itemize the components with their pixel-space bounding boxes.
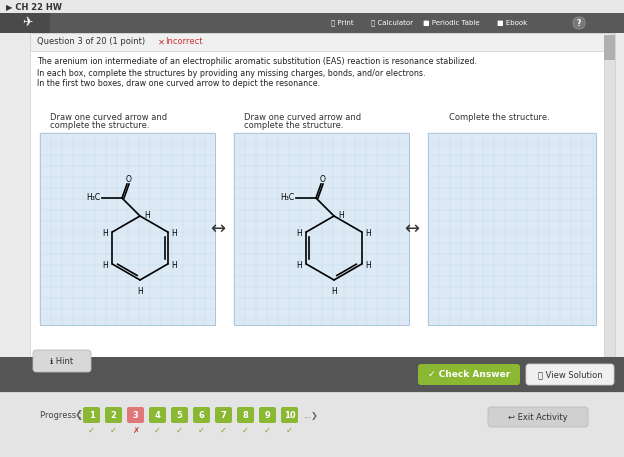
FancyBboxPatch shape [149,407,166,423]
Bar [0,13,50,33]
Text: ↔: ↔ [404,220,419,238]
Text: ✗: ✗ [132,425,139,435]
Bar [40,133,215,325]
FancyBboxPatch shape [193,407,210,423]
Text: H: H [296,260,302,270]
Text: complete the structure.: complete the structure. [244,122,343,131]
Text: 10: 10 [284,410,295,420]
Text: In each box, complete the structures by providing any missing charges, bonds, an: In each box, complete the structures by … [37,69,426,78]
Text: H: H [296,228,302,238]
Text: 9: 9 [265,410,270,420]
Text: 8: 8 [243,410,248,420]
FancyBboxPatch shape [127,407,144,423]
Text: H₃C: H₃C [86,193,100,202]
FancyBboxPatch shape [573,17,585,29]
FancyBboxPatch shape [215,407,232,423]
Text: ✓: ✓ [88,425,95,435]
FancyBboxPatch shape [526,364,614,385]
Text: H: H [137,287,143,296]
Text: Draw one curved arrow and: Draw one curved arrow and [50,112,167,122]
Text: O: O [126,175,132,184]
Text: complete the structure.: complete the structure. [50,122,150,131]
Bar [428,133,596,325]
Text: Draw one curved arrow and: Draw one curved arrow and [244,112,361,122]
Text: 2: 2 [110,410,117,420]
FancyBboxPatch shape [83,407,100,423]
FancyBboxPatch shape [33,350,91,372]
Text: 3: 3 [133,410,139,420]
Bar [0,13,624,33]
Text: ■ Ebook: ■ Ebook [497,20,527,26]
Text: ✓: ✓ [264,425,271,435]
Text: 5: 5 [177,410,182,420]
Text: ↩ Exit Activity: ↩ Exit Activity [508,413,568,421]
Text: ✓: ✓ [154,425,161,435]
Bar [604,33,615,361]
Bar [0,392,624,457]
Bar [30,33,610,51]
Text: H: H [366,228,371,238]
Text: H: H [338,211,344,219]
Text: H: H [331,287,337,296]
Text: 6: 6 [198,410,205,420]
Text: H: H [366,260,371,270]
Text: The arenium ion intermediate of an electrophilic aromatic substitution (EAS) rea: The arenium ion intermediate of an elect… [37,58,477,67]
Bar [604,35,615,60]
Text: 🖨 Print: 🖨 Print [331,20,353,27]
Text: ▾: ▾ [607,354,611,362]
Text: ✓: ✓ [220,425,227,435]
Text: H: H [144,211,150,219]
Text: 4: 4 [155,410,160,420]
Text: H: H [172,228,177,238]
Text: H: H [172,260,177,270]
Text: In the first two boxes, draw one curved arrow to depict the resonance.: In the first two boxes, draw one curved … [37,80,320,89]
Text: ✓: ✓ [110,425,117,435]
Text: ■ Periodic Table: ■ Periodic Table [422,20,479,26]
Text: ✓ Check Answer: ✓ Check Answer [428,370,510,379]
Text: ...❯: ...❯ [303,410,318,420]
Text: H: H [102,228,109,238]
Text: ✕: ✕ [158,37,165,47]
FancyBboxPatch shape [281,407,298,423]
Text: Complete the structure.: Complete the structure. [449,112,550,122]
Text: ✓: ✓ [198,425,205,435]
FancyBboxPatch shape [171,407,188,423]
Text: ▶ CH 22 HW: ▶ CH 22 HW [6,2,62,11]
Text: Question 3 of 20 (1 point): Question 3 of 20 (1 point) [37,37,145,47]
Text: O: O [320,175,326,184]
Text: ✈: ✈ [22,16,33,30]
Text: ↔: ↔ [210,220,225,238]
Text: Incorrect: Incorrect [165,37,203,47]
Bar [234,133,409,325]
Text: ✓: ✓ [242,425,249,435]
FancyBboxPatch shape [418,364,520,385]
FancyBboxPatch shape [259,407,276,423]
Text: Progress :: Progress : [40,410,82,420]
Bar [0,0,624,13]
Text: H₃C: H₃C [280,193,294,202]
Text: 📱 Calculator: 📱 Calculator [371,20,413,27]
Text: H: H [102,260,109,270]
Text: 1: 1 [89,410,94,420]
Bar [0,357,624,392]
Text: ?: ? [577,18,581,27]
Text: 💡 View Solution: 💡 View Solution [538,370,602,379]
Text: ✓: ✓ [286,425,293,435]
Text: ℹ Hint: ℹ Hint [51,356,74,366]
Text: 7: 7 [221,410,227,420]
FancyBboxPatch shape [488,407,588,427]
Text: ❮: ❮ [75,410,83,420]
FancyBboxPatch shape [105,407,122,423]
FancyBboxPatch shape [237,407,254,423]
Bar [30,33,610,361]
Text: ✓: ✓ [176,425,183,435]
